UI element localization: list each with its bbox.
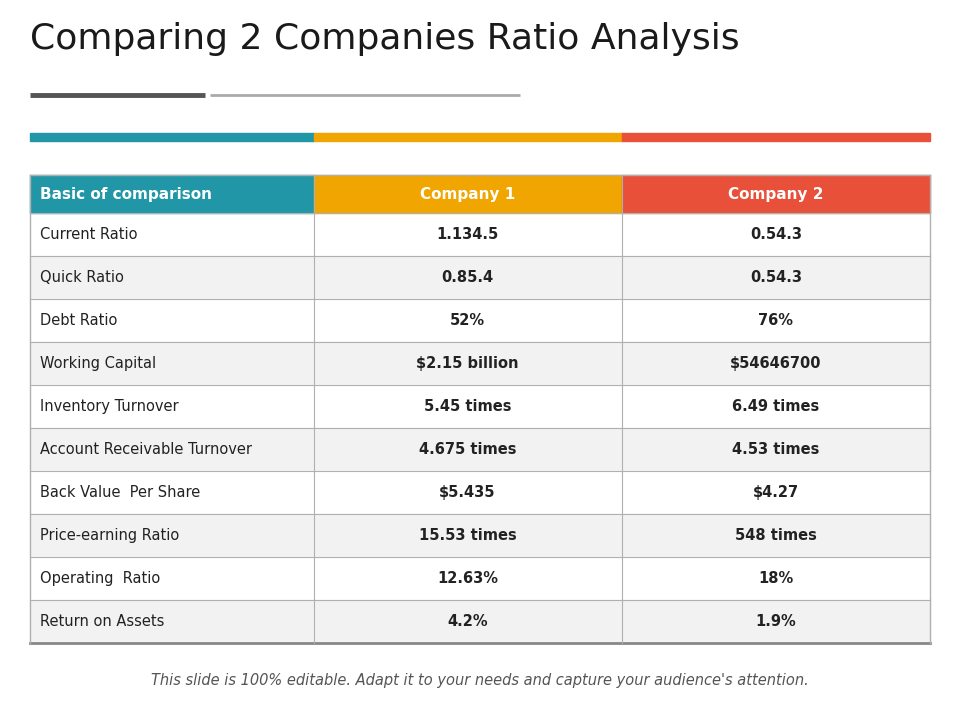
Bar (314, 471, 622, 514)
Text: 12.63%: 12.63% (437, 571, 498, 586)
Text: Company 1: Company 1 (420, 186, 516, 202)
Text: 1.9%: 1.9% (756, 614, 796, 629)
Text: 548 times: 548 times (735, 528, 817, 543)
Text: $54646700: $54646700 (731, 356, 822, 371)
Bar (314, 428, 622, 471)
Bar (622, 428, 930, 471)
Bar (30, 299, 314, 342)
Bar (30, 471, 314, 514)
Text: 18%: 18% (758, 571, 794, 586)
Text: Basic of comparison: Basic of comparison (40, 186, 212, 202)
Text: $2.15 billion: $2.15 billion (417, 356, 518, 371)
Bar (314, 514, 622, 557)
Bar (30, 213, 314, 256)
Bar (30, 342, 314, 385)
Text: Debt Ratio: Debt Ratio (40, 313, 117, 328)
Bar (30, 175, 314, 213)
Bar (622, 256, 930, 299)
Text: Working Capital: Working Capital (40, 356, 156, 371)
Bar (622, 133, 930, 141)
Text: Inventory Turnover: Inventory Turnover (40, 399, 179, 414)
Text: 76%: 76% (758, 313, 793, 328)
Bar (30, 600, 314, 643)
Text: Return on Assets: Return on Assets (40, 614, 164, 629)
Bar (622, 299, 930, 342)
Bar (30, 256, 314, 299)
Text: This slide is 100% editable. Adapt it to your needs and capture your audience's : This slide is 100% editable. Adapt it to… (151, 672, 809, 688)
Text: 0.54.3: 0.54.3 (750, 227, 802, 242)
Text: 1.134.5: 1.134.5 (437, 227, 499, 242)
Bar (622, 471, 930, 514)
Bar (314, 299, 622, 342)
Bar (314, 256, 622, 299)
Bar (30, 133, 314, 141)
Text: 0.85.4: 0.85.4 (442, 270, 493, 285)
Bar (30, 385, 314, 428)
Text: $4.27: $4.27 (753, 485, 799, 500)
Text: 6.49 times: 6.49 times (732, 399, 820, 414)
Text: 5.45 times: 5.45 times (424, 399, 512, 414)
Text: 52%: 52% (450, 313, 485, 328)
Bar (622, 600, 930, 643)
Bar (622, 385, 930, 428)
Bar (314, 175, 622, 213)
Text: 4.53 times: 4.53 times (732, 442, 820, 457)
Bar (314, 557, 622, 600)
Bar (622, 342, 930, 385)
Text: Current Ratio: Current Ratio (40, 227, 137, 242)
Bar (622, 175, 930, 213)
Text: Company 2: Company 2 (728, 186, 824, 202)
Bar (622, 514, 930, 557)
Bar (622, 213, 930, 256)
Bar (314, 213, 622, 256)
Bar (314, 133, 622, 141)
Text: $5.435: $5.435 (440, 485, 496, 500)
Text: Account Receivable Turnover: Account Receivable Turnover (40, 442, 252, 457)
Bar (314, 342, 622, 385)
Text: Comparing 2 Companies Ratio Analysis: Comparing 2 Companies Ratio Analysis (30, 22, 739, 56)
Text: 4.675 times: 4.675 times (419, 442, 516, 457)
Bar (314, 600, 622, 643)
Bar (314, 385, 622, 428)
Text: Back Value  Per Share: Back Value Per Share (40, 485, 201, 500)
Text: Operating  Ratio: Operating Ratio (40, 571, 160, 586)
Text: Price-earning Ratio: Price-earning Ratio (40, 528, 180, 543)
Bar (622, 557, 930, 600)
Bar (30, 428, 314, 471)
Bar (30, 557, 314, 600)
Text: Quick Ratio: Quick Ratio (40, 270, 124, 285)
Text: 15.53 times: 15.53 times (419, 528, 516, 543)
Bar (30, 514, 314, 557)
Text: 0.54.3: 0.54.3 (750, 270, 802, 285)
Text: 4.2%: 4.2% (447, 614, 488, 629)
